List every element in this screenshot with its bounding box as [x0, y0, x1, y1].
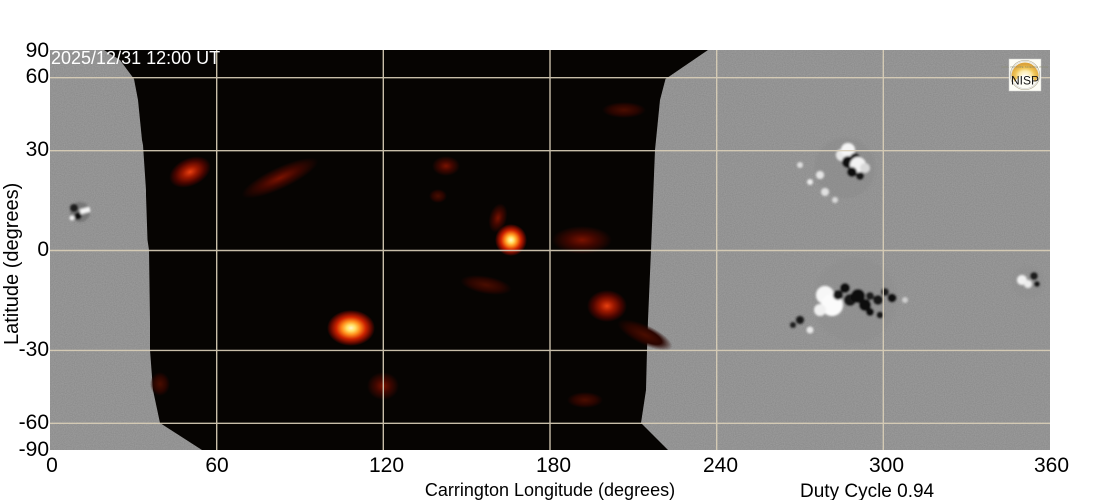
svg-text:NATL ISOTOPE SCIENCE PROG: NATL ISOTOPE SCIENCE PROG [1002, 65, 1049, 69]
svg-text:NISP: NISP [1011, 74, 1039, 88]
